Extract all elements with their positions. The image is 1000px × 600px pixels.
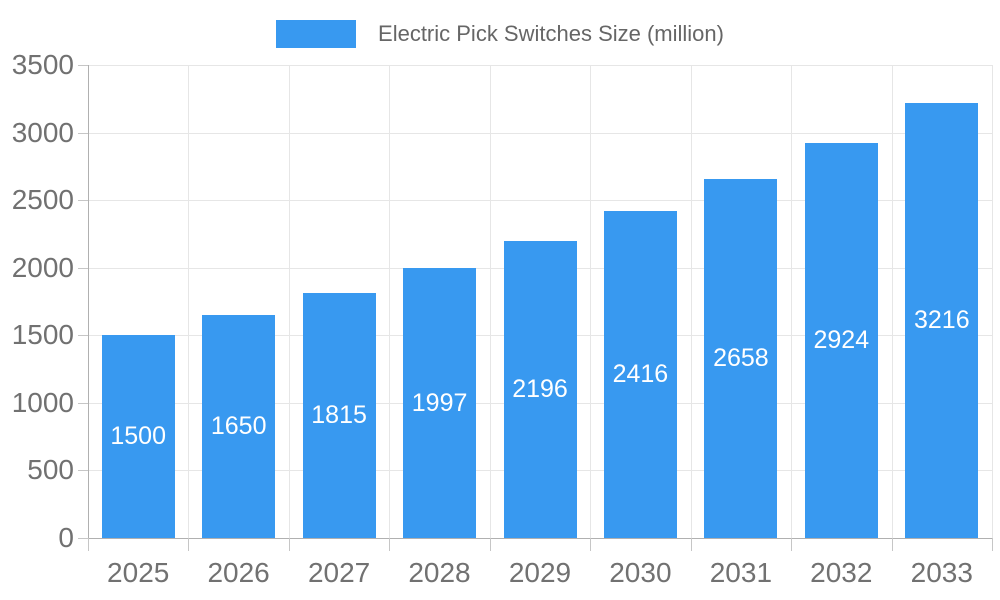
- legend-swatch: [276, 20, 357, 48]
- legend-item[interactable]: Electric Pick Switches Size (million): [276, 20, 724, 48]
- x-tick-label: 2032: [810, 557, 873, 588]
- x-axis-tick: [489, 538, 491, 551]
- y-tick-label: 1500: [11, 319, 74, 351]
- bar[interactable]: 2416: [603, 211, 677, 538]
- x-axis-line: [78, 538, 992, 539]
- bar[interactable]: 2924: [804, 143, 878, 538]
- y-tick-label: 3500: [11, 49, 74, 80]
- bar[interactable]: 1815: [302, 293, 376, 538]
- y-tick-label: 500: [27, 454, 74, 486]
- bar[interactable]: 3216: [905, 103, 979, 538]
- bar-value-label: 1997: [411, 388, 468, 417]
- x-tick-label: 2025: [107, 557, 170, 588]
- bar-value-label: 1500: [110, 422, 166, 450]
- y-tick-label: 3000: [11, 116, 74, 148]
- bar-value-label: 2658: [713, 344, 769, 372]
- y-tick-label: 0: [58, 522, 74, 553]
- bar[interactable]: 2658: [704, 179, 778, 538]
- gridline-vertical: [188, 65, 190, 538]
- y-axis-line: [88, 65, 89, 551]
- y-axis-tick: [78, 402, 88, 404]
- x-axis-tick: [891, 538, 893, 551]
- bar-value-label: 2924: [813, 326, 870, 354]
- y-axis-tick: [78, 132, 88, 134]
- bar[interactable]: 1650: [202, 315, 276, 538]
- y-tick-label: 1000: [11, 386, 74, 418]
- bar[interactable]: 2196: [503, 241, 577, 538]
- x-axis-tick: [389, 538, 391, 551]
- bar-value-label: 2196: [512, 375, 568, 403]
- x-axis-tick: [288, 538, 290, 551]
- y-tick-label: 2500: [11, 184, 74, 216]
- bar-value-label: 2416: [612, 360, 669, 388]
- x-axis-tick: [188, 538, 190, 551]
- x-axis-tick: [88, 538, 89, 551]
- y-tick-label: 2000: [11, 251, 74, 283]
- bar[interactable]: 1997: [403, 268, 477, 538]
- x-tick-label: 2033: [910, 557, 973, 588]
- bar-value-label: 3216: [913, 306, 970, 334]
- gridline-vertical: [992, 65, 993, 538]
- x-axis-tick: [590, 538, 592, 551]
- y-axis-tick: [78, 65, 88, 66]
- y-axis-tick: [78, 267, 88, 269]
- y-axis-tick: [78, 200, 88, 202]
- gridline-vertical: [590, 65, 592, 538]
- x-axis-tick: [992, 538, 993, 551]
- gridline-vertical: [389, 65, 391, 538]
- y-axis-tick: [78, 470, 88, 472]
- gridline-horizontal: [88, 200, 992, 202]
- gridline-horizontal: [88, 65, 992, 66]
- x-tick-label: 2028: [408, 557, 471, 588]
- x-tick-label: 2026: [207, 557, 270, 588]
- x-tick-label: 2030: [609, 557, 672, 588]
- bar[interactable]: 1500: [101, 335, 175, 538]
- legend-label: Electric Pick Switches Size (million): [378, 21, 724, 46]
- x-tick-label: 2029: [508, 557, 572, 588]
- gridline-horizontal: [88, 132, 992, 134]
- gridline-vertical: [690, 65, 692, 538]
- chart-legend: Electric Pick Switches Size (million): [0, 20, 1000, 48]
- x-axis-tick: [690, 538, 692, 551]
- gridline-vertical: [489, 65, 491, 538]
- x-tick-label: 2027: [307, 557, 371, 588]
- gridline-vertical: [288, 65, 290, 538]
- y-axis-tick: [78, 335, 88, 337]
- y-axis-tick: [78, 538, 88, 539]
- bar-value-label: 1815: [311, 401, 367, 429]
- x-tick-label: 2031: [709, 557, 773, 588]
- gridline-vertical: [891, 65, 893, 538]
- gridline-vertical: [791, 65, 793, 538]
- bar-value-label: 1650: [210, 412, 267, 440]
- x-axis-tick: [791, 538, 793, 551]
